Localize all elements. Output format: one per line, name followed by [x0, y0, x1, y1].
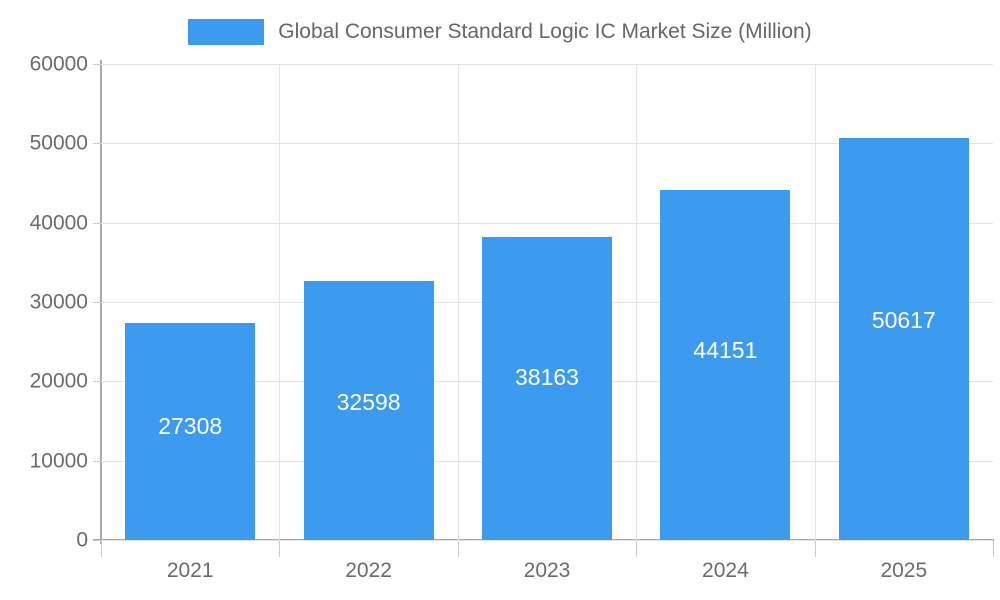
bar-value-label: 32598	[336, 389, 401, 416]
x-tick-mark	[458, 541, 459, 557]
y-gridline	[101, 143, 993, 145]
x-tick-mark	[636, 541, 637, 557]
y-tick-label: 20000	[29, 369, 88, 393]
y-gridline	[101, 64, 993, 65]
y-tick-label: 0	[76, 528, 88, 552]
x-tick-mark	[993, 541, 994, 557]
chart-legend: Global Consumer Standard Logic IC Market…	[0, 14, 1000, 50]
bar[interactable]	[660, 189, 791, 540]
legend-label[interactable]: Global Consumer Standard Logic IC Market…	[278, 20, 812, 43]
y-tick-label: 40000	[29, 211, 88, 235]
x-tick-mark	[815, 541, 816, 557]
x-gridline	[458, 64, 459, 540]
bar-value-label: 27308	[158, 413, 223, 440]
y-tick-mark	[93, 540, 101, 541]
y-tick-label: 50000	[29, 131, 88, 155]
y-tick-label: 60000	[29, 52, 88, 76]
y-gridline	[101, 540, 993, 541]
x-tick-label: 2024	[702, 559, 749, 582]
x-tick-label: 2025	[880, 559, 928, 582]
x-gridline	[815, 64, 816, 540]
y-tick-label: 30000	[29, 290, 88, 314]
x-tick-label: 2022	[345, 559, 392, 582]
x-tick-label: 2021	[166, 559, 214, 582]
x-gridline	[279, 64, 280, 540]
y-tick-mark	[93, 143, 101, 145]
legend-swatch-icon[interactable]	[188, 19, 265, 45]
plot-area	[101, 64, 993, 541]
bar-value-label: 50617	[871, 307, 936, 334]
y-axis-labels: 0 10000 20000 30000 40000 50000 60000	[0, 0, 88, 600]
y-tick-mark	[93, 302, 101, 303]
y-tick-mark	[93, 460, 101, 462]
y-tick-label: 10000	[29, 449, 88, 473]
y-gridline	[101, 222, 993, 224]
y-tick-mark	[93, 381, 101, 383]
y-tick-mark	[93, 64, 101, 65]
y-tick-mark	[93, 222, 101, 224]
x-tick-mark	[101, 541, 102, 557]
bar[interactable]	[838, 138, 969, 540]
x-gridline	[636, 64, 637, 540]
bar-value-label: 38163	[515, 363, 579, 390]
x-tick-mark	[279, 541, 280, 557]
bar[interactable]	[482, 237, 612, 540]
bar-value-label: 44151	[693, 336, 758, 363]
bar[interactable]	[125, 323, 256, 540]
bar[interactable]	[303, 281, 434, 540]
x-tick-label: 2023	[523, 559, 571, 582]
